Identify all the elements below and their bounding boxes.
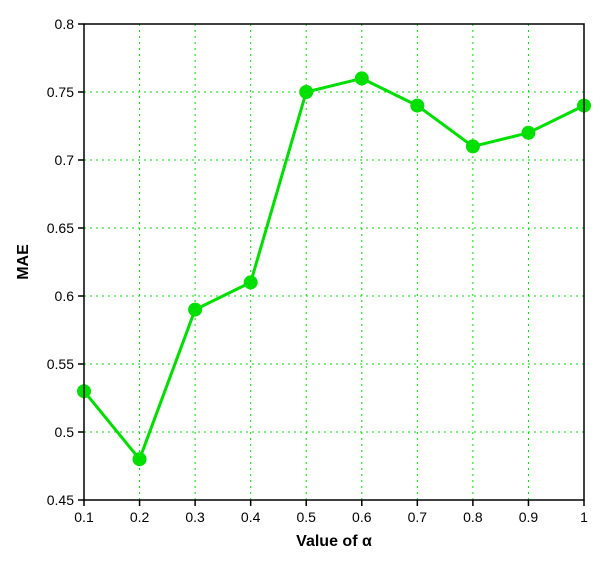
y-tick-label: 0.8: [55, 16, 75, 32]
y-axis-label: MAE: [15, 244, 32, 280]
x-axis-label: Value of α: [296, 533, 372, 550]
x-tick-label: 0.1: [74, 509, 94, 525]
y-tick-label: 0.7: [55, 152, 75, 168]
y-tick-label: 0.45: [47, 492, 74, 508]
mae-vs-alpha-chart: 0.1 0.2 0.3 0.4 0.5 0.6 0.7 0.8 0.9 1 0.45 0.5 0.55 0…: [0, 0, 600, 564]
series-marker: [521, 126, 535, 140]
series-marker: [244, 275, 258, 289]
x-tick-label: 0.3: [185, 509, 205, 525]
series-marker: [410, 99, 424, 113]
y-tick-label: 0.75: [47, 84, 74, 100]
y-tick-label: 0.55: [47, 356, 74, 372]
x-tick-label: 0.2: [130, 509, 150, 525]
y-tick-label: 0.65: [47, 220, 74, 236]
x-tick-label: 0.6: [352, 509, 372, 525]
x-tick-label: 0.8: [463, 509, 483, 525]
series-marker: [188, 303, 202, 317]
chart-container: 0.1 0.2 0.3 0.4 0.5 0.6 0.7 0.8 0.9 1 0.45 0.5 0.55 0…: [0, 0, 600, 564]
chart-background: [0, 0, 600, 564]
x-tick-label: 0.4: [241, 509, 261, 525]
series-marker: [355, 71, 369, 85]
x-tick-label: 0.7: [408, 509, 428, 525]
y-tick-label: 0.6: [55, 288, 75, 304]
x-tick-label: 1: [580, 509, 588, 525]
series-marker: [133, 452, 147, 466]
series-marker: [466, 139, 480, 153]
y-tick-label: 0.5: [55, 424, 75, 440]
series-marker: [299, 85, 313, 99]
x-tick-label: 0.5: [296, 509, 316, 525]
x-tick-label: 0.9: [519, 509, 539, 525]
